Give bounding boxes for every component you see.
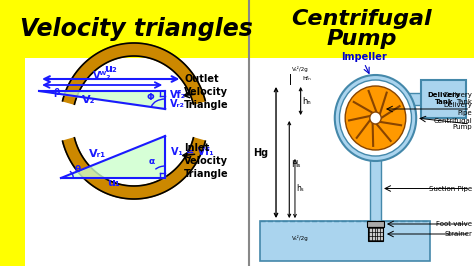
Text: α: α (149, 157, 155, 166)
Text: β: β (53, 88, 59, 97)
Bar (367, 221, 384, 227)
Text: hₙ: hₙ (302, 97, 311, 106)
Polygon shape (63, 43, 205, 104)
Polygon shape (63, 138, 205, 199)
Bar (250, 58, 474, 266)
Bar (370, 158, 381, 221)
Text: Hₛ: Hₛ (291, 160, 301, 169)
Text: Outlet
Velocity
Triangle: Outlet Velocity Triangle (184, 74, 229, 110)
Text: Delivery
Tank: Delivery Tank (427, 93, 460, 106)
Text: Velocity triangles: Velocity triangles (20, 17, 253, 41)
Bar (25, 58, 249, 266)
Text: Vᵣ₁: Vᵣ₁ (90, 149, 107, 159)
Text: Inlet
Velocity
Triangle: Inlet Velocity Triangle (184, 143, 229, 179)
Text: Vᵣ₂: Vᵣ₂ (170, 99, 185, 109)
Text: Φ: Φ (146, 93, 154, 102)
Text: Vf₂: Vf₂ (170, 90, 186, 100)
Polygon shape (61, 136, 165, 178)
Text: V₂: V₂ (82, 95, 96, 105)
Text: Suction Pipe: Suction Pipe (429, 185, 472, 192)
Bar (381, 93, 421, 105)
Text: Centrifugal
Pump: Centrifugal Pump (433, 118, 472, 131)
Bar (260, 221, 430, 261)
Bar (421, 80, 466, 118)
Text: Impeller: Impeller (341, 52, 387, 62)
Circle shape (339, 80, 411, 156)
Circle shape (335, 75, 416, 161)
Text: θ: θ (75, 165, 81, 174)
Text: Centrifugal: Centrifugal (291, 9, 432, 29)
Bar (249, 58, 474, 266)
Bar (368, 227, 383, 241)
Bar (370, 78, 381, 99)
Text: Foot valve: Foot valve (436, 221, 472, 227)
Text: hfₙ: hfₙ (302, 76, 311, 81)
Text: V₁ = Vf₁: V₁ = Vf₁ (171, 147, 213, 157)
Text: Vₛ²/2g: Vₛ²/2g (292, 66, 309, 72)
Text: Strainer: Strainer (444, 231, 472, 237)
Bar (25, 0, 474, 58)
Text: Hg: Hg (253, 148, 268, 157)
Text: hₛ: hₛ (296, 184, 304, 193)
Text: u₁: u₁ (107, 178, 119, 188)
Text: Delivery
Pipe: Delivery Pipe (443, 102, 472, 115)
Polygon shape (39, 91, 165, 109)
Text: Delivery
Tank: Delivery Tank (443, 93, 472, 106)
Text: u₂: u₂ (104, 64, 117, 74)
Text: Vᵂ₂: Vᵂ₂ (93, 71, 111, 81)
Circle shape (345, 86, 406, 150)
Text: Pump: Pump (326, 29, 396, 49)
Text: Vₛ²/2g: Vₛ²/2g (292, 235, 309, 241)
Circle shape (370, 112, 381, 124)
